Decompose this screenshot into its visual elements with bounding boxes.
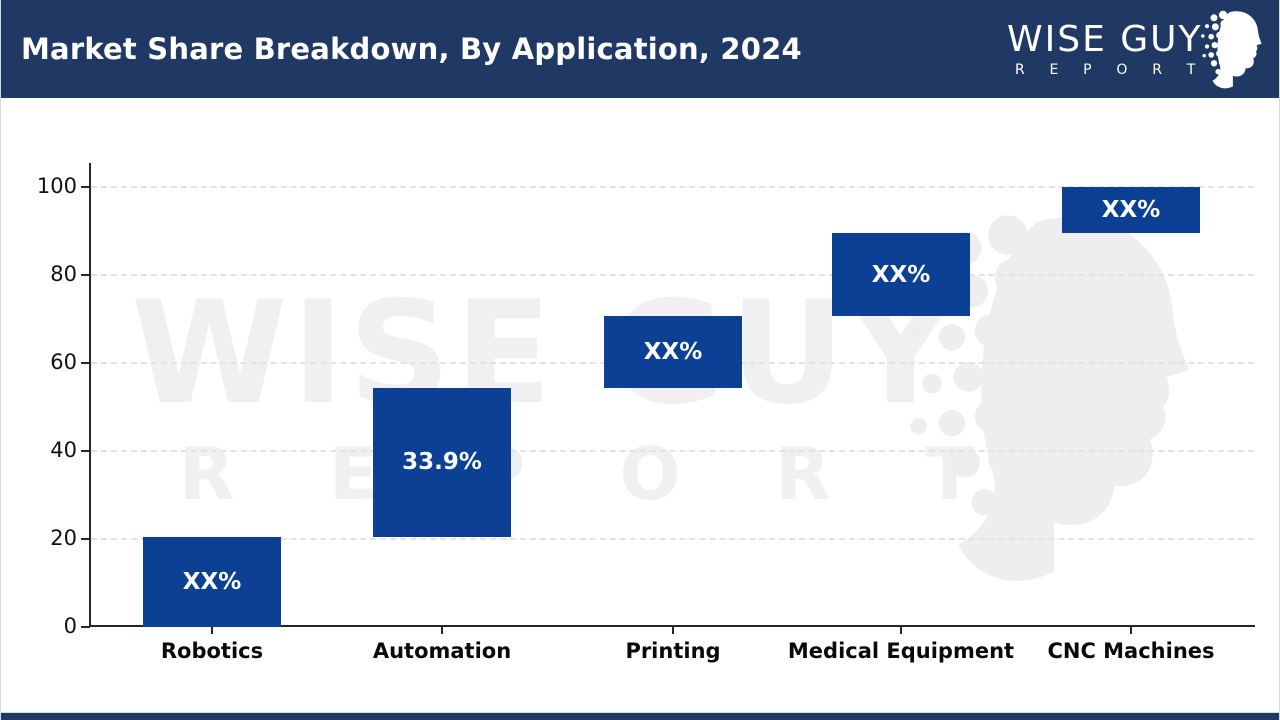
logo-wordmark-line1: WISE GUY xyxy=(1007,19,1203,60)
bar-robotics: XX% xyxy=(143,536,281,627)
x-axis-tick-mark xyxy=(900,627,902,634)
footer-accent-bar xyxy=(1,713,1279,720)
y-axis-tick-mark xyxy=(81,362,90,364)
x-axis-tick-mark xyxy=(672,627,674,634)
x-axis-category-label: Printing xyxy=(625,639,721,663)
x-axis-category-label: Medical Equipment xyxy=(787,639,1015,663)
y-axis-tick-label: 0 xyxy=(63,614,77,638)
bar-automation: 33.9% xyxy=(373,387,511,537)
x-axis-tick-mark xyxy=(441,627,443,634)
x-axis-tick-mark xyxy=(211,627,213,634)
y-axis-tick-mark xyxy=(81,450,90,452)
chart-frame-bottom-border xyxy=(1,712,1279,713)
logo-wordmark-line2: R E P O R T S xyxy=(1015,62,1240,78)
y-axis-tick-label: 80 xyxy=(50,262,77,286)
gridline-y-40 xyxy=(91,450,1254,452)
watermark-text-line1: WISE GUY xyxy=(131,271,956,436)
bar-value-label: XX% xyxy=(1101,197,1161,224)
y-axis-tick-label: 60 xyxy=(50,350,77,374)
logo-head-icon xyxy=(1201,10,1262,89)
y-axis-tick-mark xyxy=(81,626,90,628)
bar-printing: XX% xyxy=(604,315,742,388)
x-axis-category-label: CNC Machines xyxy=(1047,639,1215,663)
gridline-y-20 xyxy=(91,538,1254,540)
y-axis-tick-label: 20 xyxy=(50,526,77,550)
y-axis-tick-mark xyxy=(81,274,90,276)
chart-title: Market Share Breakdown, By Application, … xyxy=(21,32,802,66)
bar-value-label: XX% xyxy=(182,568,242,595)
logo-wordmark: WISE GUY R E P O R T S xyxy=(1007,19,1240,79)
bar-value-label: 33.9% xyxy=(402,449,482,476)
y-axis-tick-label: 100 xyxy=(36,174,77,198)
y-axis-tick-mark xyxy=(81,186,90,188)
header-banner: Market Share Breakdown, By Application, … xyxy=(1,0,1279,98)
gridline-y-80 xyxy=(91,274,1254,276)
bar-medical-equipment: XX% xyxy=(832,233,970,316)
bar-value-label: XX% xyxy=(871,261,931,288)
wise-guy-reports-logo: WISE GUY R E P O R T S xyxy=(1007,6,1267,92)
x-axis-category-label: Robotics xyxy=(160,639,264,663)
x-axis-category-label: Automation xyxy=(372,639,512,663)
bar-value-label: XX% xyxy=(643,338,703,365)
x-axis-line xyxy=(89,625,1255,627)
x-axis-tick-mark xyxy=(1130,627,1132,634)
y-axis-tick-label: 40 xyxy=(50,438,77,462)
y-axis-tick-mark xyxy=(81,538,90,540)
y-axis-line xyxy=(89,163,91,627)
gridline-y-100 xyxy=(91,186,1254,188)
bar-cnc-machines: XX% xyxy=(1062,187,1200,234)
